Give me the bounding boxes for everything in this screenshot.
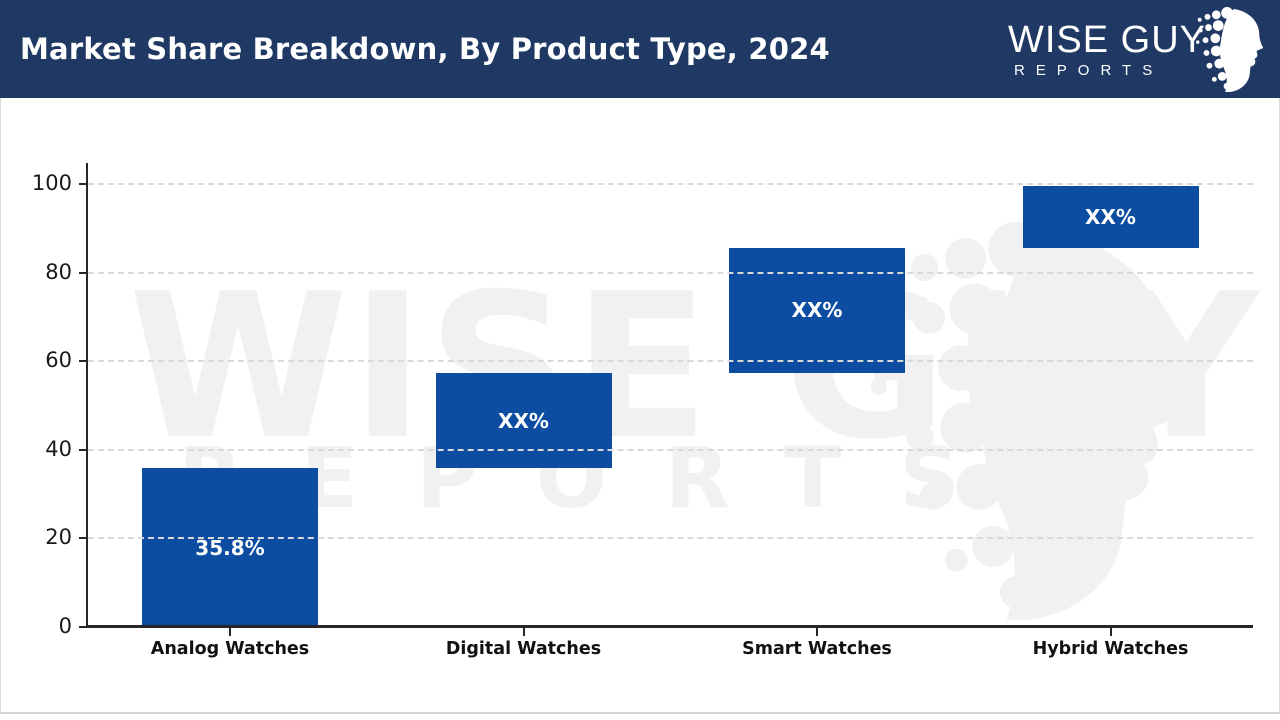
logo-wordmark: WISE GUY <box>1007 18 1206 61</box>
bar-value-label: XX% <box>1085 204 1136 229</box>
x-category-label: Digital Watches <box>445 639 602 659</box>
x-tick-4 <box>1109 628 1112 636</box>
gridline-60 <box>88 360 1253 363</box>
logo-subtext: REPORTS <box>1013 62 1164 80</box>
x-category-label: Smart Watches <box>742 639 892 659</box>
bar-smart-watches: XX% <box>729 247 905 374</box>
bar-value-label: XX% <box>498 408 549 433</box>
y-tick-0 <box>79 626 86 628</box>
y-tick-label-0: 0 <box>58 614 72 638</box>
page-title: Market Share Breakdown, By Product Type,… <box>20 32 830 66</box>
wise-guy-reports-logo: WISE GUY REPORTS <box>1008 6 1268 94</box>
y-tick-label-20: 20 <box>45 525 72 550</box>
logo-text: WISE GUY REPORTS <box>1007 18 1206 80</box>
bar-digital-watches: XX% <box>435 373 612 469</box>
bar-hybrid-watches: XX% <box>1022 185 1199 248</box>
y-tick-label-40: 40 <box>45 436 72 461</box>
y-tick-20 <box>79 537 86 540</box>
x-category-label: Hybrid Watches <box>1032 639 1189 659</box>
y-tick-label-100: 100 <box>31 171 72 195</box>
x-tick-2 <box>522 628 525 636</box>
x-tick-1 <box>229 628 231 636</box>
header-bar: Market Share Breakdown, By Product Type,… <box>0 0 1280 98</box>
y-axis <box>86 163 88 628</box>
gridline-100 <box>88 183 1253 185</box>
x-category-label: Analog Watches <box>150 639 310 659</box>
left-border <box>0 98 1 713</box>
y-tick-80 <box>79 271 86 274</box>
logo-head-icon <box>1195 7 1264 93</box>
gridline-20 <box>88 537 1253 540</box>
x-tick-3 <box>816 628 818 636</box>
bar-analog-watches: 35.8% <box>142 468 318 627</box>
y-tick-40 <box>79 448 86 451</box>
gridline-40 <box>88 448 1253 451</box>
bottom-border <box>0 712 1280 714</box>
y-tick-60 <box>79 360 86 363</box>
y-tick-100 <box>79 183 86 185</box>
bar-value-label: 35.8% <box>195 535 265 560</box>
x-axis <box>86 625 1253 628</box>
y-tick-label-60: 60 <box>45 348 72 373</box>
bar-value-label: XX% <box>791 298 843 323</box>
gridline-80 <box>88 271 1253 274</box>
y-tick-label-80: 80 <box>45 259 72 284</box>
